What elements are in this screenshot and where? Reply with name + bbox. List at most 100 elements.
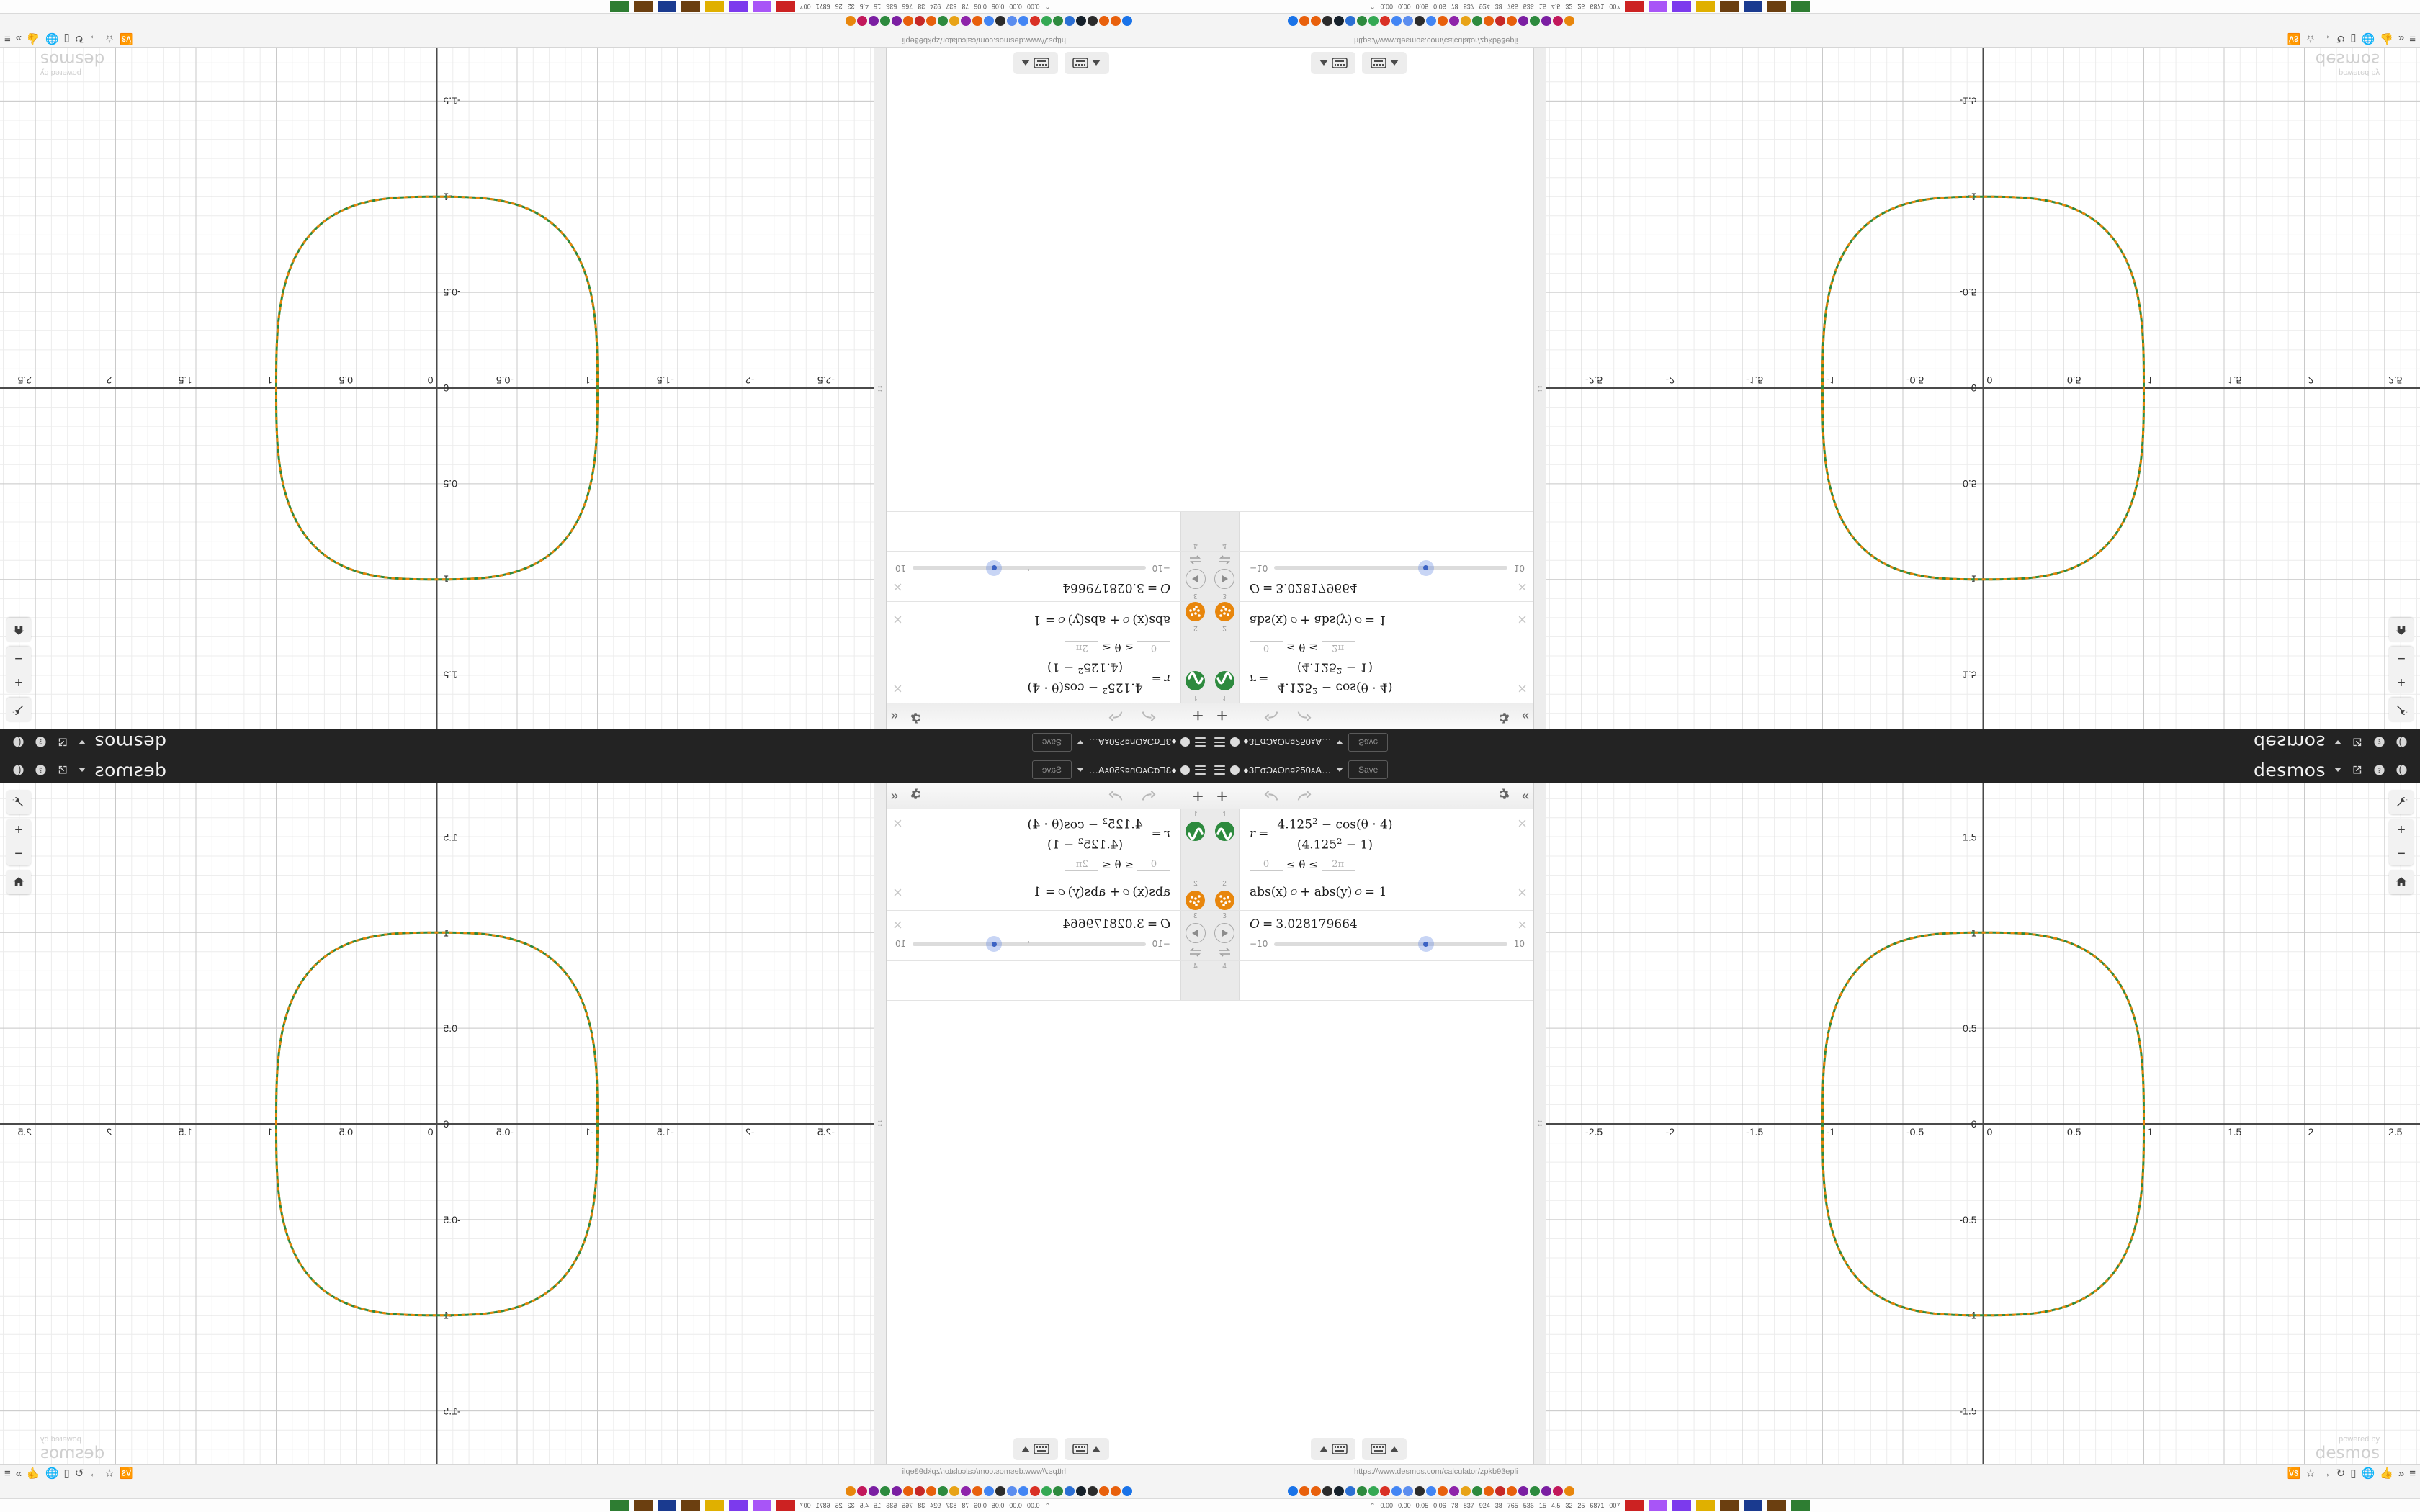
reader-icon[interactable]: ▯: [2350, 1467, 2357, 1480]
bookmark-favicon-icon[interactable]: [846, 16, 856, 27]
wrench-icon[interactable]: [2389, 790, 2414, 814]
taskbar-chip[interactable]: [1672, 1, 1692, 12]
share-icon[interactable]: [56, 763, 70, 777]
polar-domain[interactable]: 0 ≤ θ ≤ 2π: [1250, 641, 1525, 654]
hamburger-icon[interactable]: [1195, 737, 1206, 747]
share-icon[interactable]: [2350, 736, 2364, 750]
help-icon[interactable]: ?: [2372, 763, 2386, 777]
chevron-up-icon[interactable]: ⌃: [1044, 1501, 1050, 1509]
globe-icon[interactable]: [12, 736, 25, 750]
keyboard-toggle-button-left[interactable]: [1311, 52, 1355, 74]
bookmark-favicon-icon[interactable]: [1111, 1485, 1121, 1496]
slider-track[interactable]: [913, 936, 1146, 953]
redo-icon[interactable]: [1108, 710, 1124, 723]
bookmark-favicon-icon[interactable]: [1472, 1485, 1482, 1496]
graph-title[interactable]: ●3EσƆᴀOn¤250ᴀA…: [1230, 737, 1331, 748]
slider-thumb[interactable]: [986, 936, 1003, 953]
bookmark-favicon-icon[interactable]: [1564, 1485, 1574, 1496]
delete-expression-button[interactable]: ×: [1518, 883, 1527, 902]
double-chevron-left-icon[interactable]: «: [1521, 788, 1529, 803]
bookmark-favicon-icon[interactable]: [846, 1485, 856, 1496]
expression-row-3[interactable]: 3 × O = 3.028179664: [887, 550, 1210, 601]
row-body[interactable]: × abs(x) O + abs(y) O = 1: [1240, 878, 1533, 910]
bookmark-favicon-icon[interactable]: [938, 1485, 948, 1496]
home-icon[interactable]: [6, 870, 31, 894]
pocket-icon[interactable]: 👍: [2380, 32, 2393, 45]
slider-min-label[interactable]: −10: [1250, 562, 1268, 573]
bookmark-favicon-icon[interactable]: [1357, 16, 1367, 27]
row-body[interactable]: × O = 3.028179664 −10: [887, 911, 1180, 960]
bookmark-favicon-icon[interactable]: [984, 1485, 994, 1496]
add-expression-button[interactable]: +: [1216, 705, 1228, 727]
zoom-out-button[interactable]: −: [2397, 845, 2406, 862]
delete-expression-button[interactable]: ×: [893, 680, 902, 698]
taskbar-chip[interactable]: [728, 1500, 748, 1511]
graph-paper[interactable]: -2.5 -2 -1.5 -1 -0.5 0 0.5 1 1.5 2 2.5 1.5 1 0.5 0 -0.5…: [0, 783, 874, 1464]
double-chevron-right-icon[interactable]: »: [15, 32, 22, 45]
bookmark-favicon-icon[interactable]: [857, 1485, 867, 1496]
bookmark-favicon-icon[interactable]: [1495, 1485, 1505, 1496]
bookmark-favicon-icon[interactable]: [1111, 16, 1121, 27]
taskbar-chip[interactable]: [681, 1, 700, 12]
wrench-icon[interactable]: [2389, 698, 2414, 722]
expression-row-4[interactable]: 4: [887, 510, 1210, 551]
gear-icon[interactable]: [1497, 788, 1510, 804]
bookmark-favicon-icon[interactable]: [995, 1485, 1005, 1496]
taskbar-chip[interactable]: [657, 1500, 676, 1511]
chevron-up-icon[interactable]: ⌃: [1370, 3, 1376, 11]
globe-icon[interactable]: [2395, 736, 2408, 750]
bookmark-favicon-icon[interactable]: [1007, 16, 1017, 27]
globe-icon[interactable]: [2395, 763, 2408, 777]
bookmark-favicon-icon[interactable]: [1041, 16, 1052, 27]
delete-expression-button[interactable]: ×: [893, 883, 902, 902]
taskbar-chip[interactable]: [1767, 1500, 1787, 1511]
undo-icon[interactable]: [1264, 790, 1280, 803]
bookmark-favicon-icon[interactable]: [1065, 16, 1075, 27]
slider-track[interactable]: [913, 559, 1146, 576]
graph-title[interactable]: ●3EσƆᴀOn¤250ᴀA…: [1089, 765, 1190, 775]
pocket-icon[interactable]: 👍: [2380, 1467, 2393, 1480]
hamburger-icon[interactable]: ≡: [4, 32, 11, 45]
zoom-in-button[interactable]: +: [6, 819, 31, 842]
globe-icon[interactable]: 🌐: [45, 1467, 59, 1480]
expression-row-4[interactable]: 4: [1210, 961, 1533, 1002]
domain-max-field[interactable]: 2π: [1065, 858, 1099, 871]
expression-row-1[interactable]: 1 × r = 4.: [887, 633, 1210, 703]
taskbar-chip[interactable]: [752, 1500, 771, 1511]
row-body[interactable]: × O = 3.028179664 −10: [1240, 911, 1533, 960]
hamburger-icon[interactable]: ≡: [2409, 1467, 2416, 1480]
bookmark-favicon-icon[interactable]: [1030, 1485, 1040, 1496]
loop-icon[interactable]: [1190, 948, 1202, 960]
points-icon[interactable]: [1186, 891, 1206, 911]
taskbar-chip[interactable]: [1649, 1, 1668, 12]
wrench-icon[interactable]: [6, 698, 31, 722]
redo-icon[interactable]: [1296, 790, 1312, 803]
bookmark-favicon-icon[interactable]: [1065, 1485, 1075, 1496]
taskbar-chip[interactable]: [1672, 1500, 1692, 1511]
double-chevron-right-icon[interactable]: »: [15, 1467, 22, 1480]
play-icon[interactable]: [1186, 923, 1206, 944]
bookmark-favicon-icon[interactable]: [1122, 16, 1132, 27]
taskbar-chip[interactable]: [609, 1, 629, 12]
globe-icon[interactable]: [12, 763, 25, 777]
undo-icon[interactable]: [1140, 790, 1156, 803]
double-chevron-left-icon[interactable]: «: [1521, 709, 1527, 724]
gear-icon[interactable]: [910, 788, 923, 804]
taskbar-chip[interactable]: [1791, 1500, 1811, 1511]
bookmark-favicon-icon[interactable]: [892, 1485, 902, 1496]
globe-icon[interactable]: 🌐: [45, 32, 59, 45]
taskbar-chip[interactable]: [1696, 1, 1716, 12]
bookmark-favicon-icon[interactable]: [915, 16, 925, 27]
domain-max-field[interactable]: 2π: [1321, 859, 1355, 871]
taskbar-chip[interactable]: [1625, 1, 1644, 12]
arrow-right-icon[interactable]: →: [89, 32, 100, 45]
keyboard-toggle-button-right[interactable]: [1362, 52, 1407, 74]
curve-icon[interactable]: [1214, 822, 1234, 841]
keyboard-toggle-button-right[interactable]: [1013, 52, 1058, 74]
slider-track[interactable]: [1274, 559, 1507, 576]
chevron-down-icon[interactable]: [1336, 768, 1343, 772]
globe-icon[interactable]: 🌐: [2361, 1467, 2375, 1480]
pocket-icon[interactable]: 👍: [27, 1467, 40, 1480]
bookmark-favicon-icon[interactable]: [1449, 16, 1459, 27]
bookmark-favicon-icon[interactable]: [1076, 16, 1086, 27]
